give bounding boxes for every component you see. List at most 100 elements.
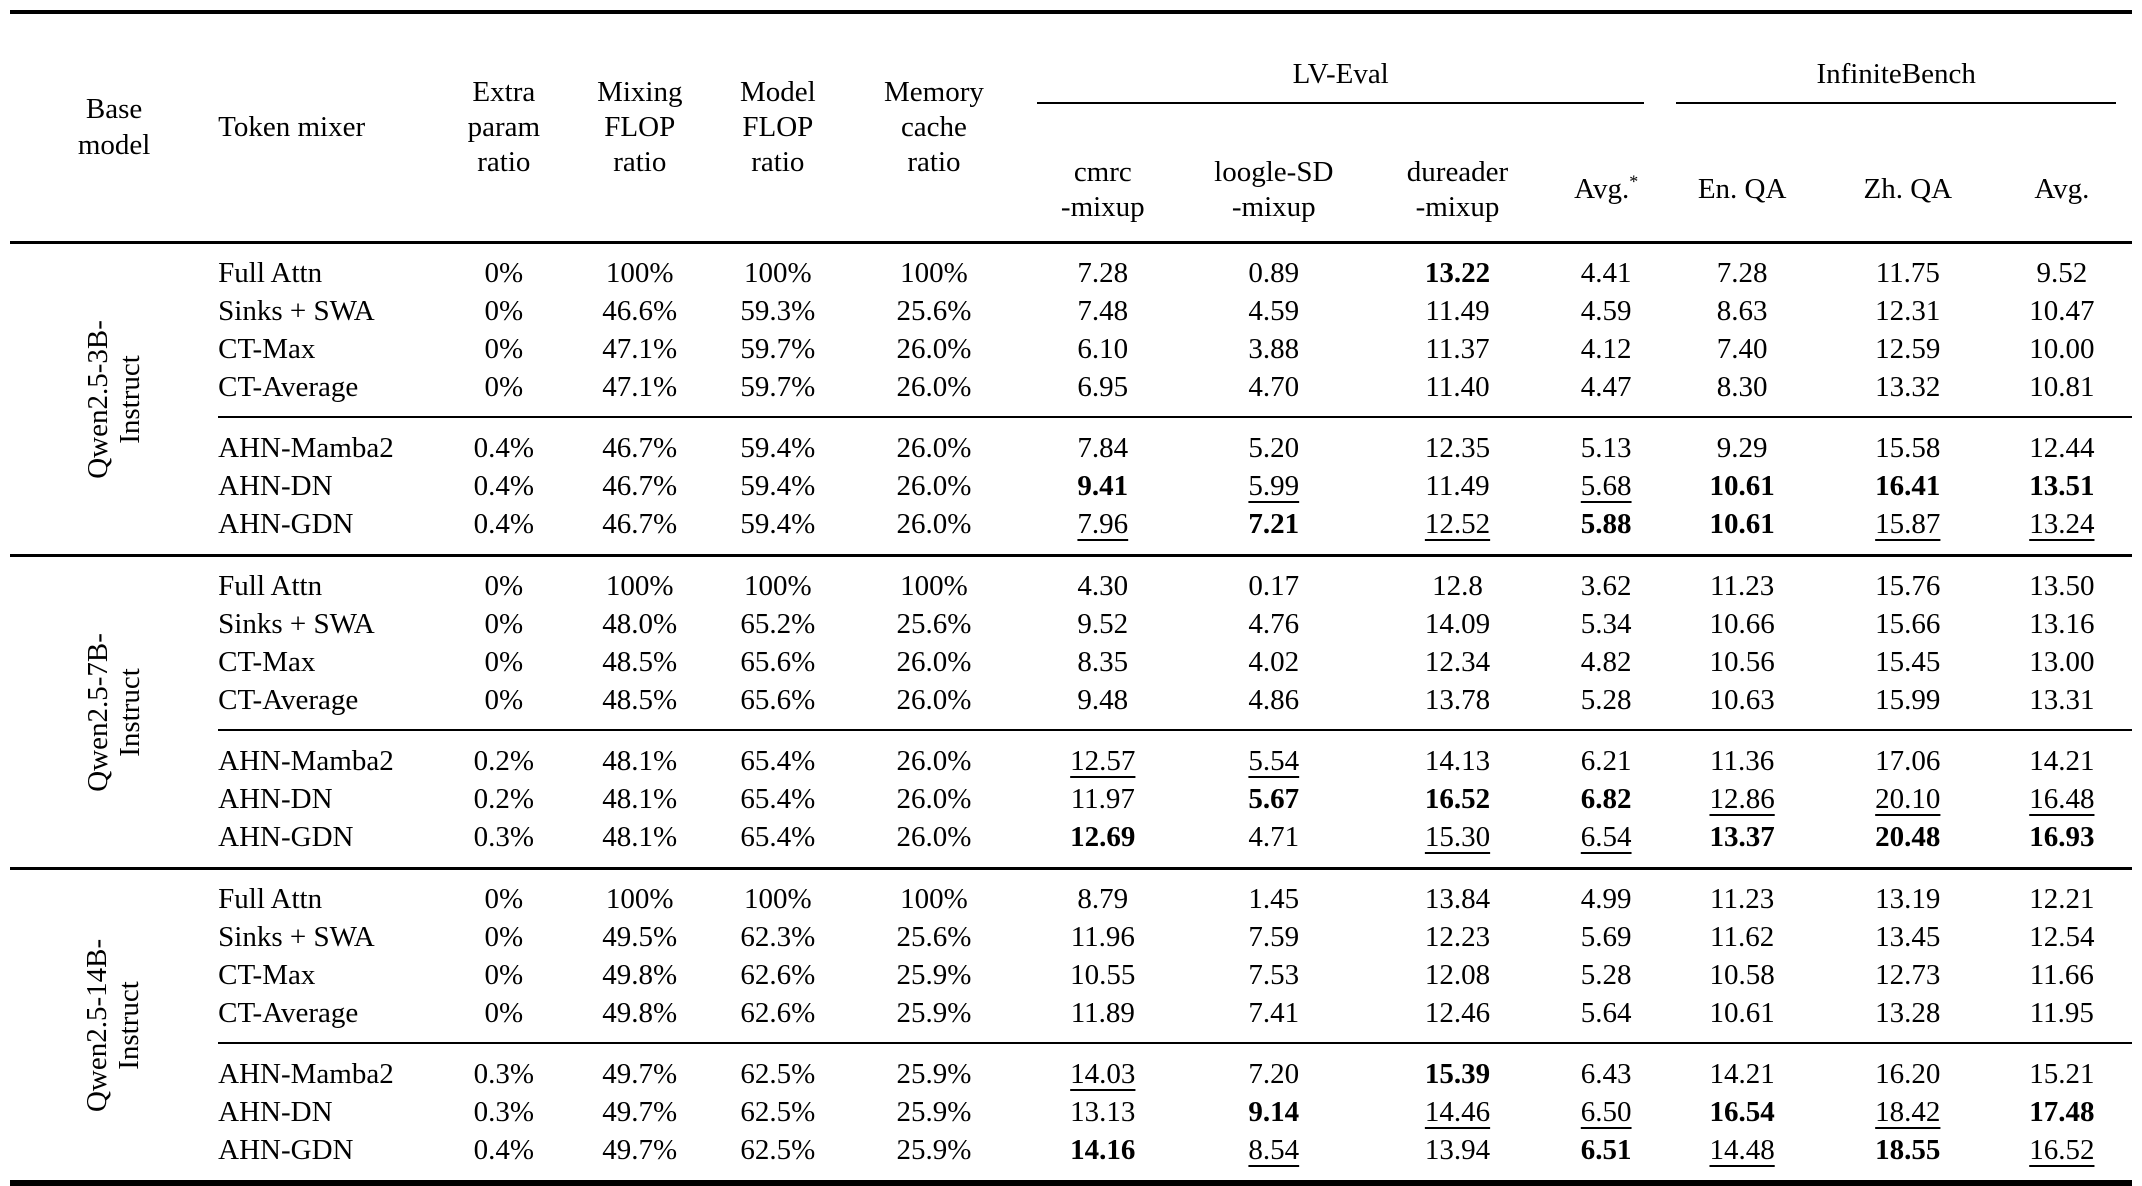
value-cell: 13.22 xyxy=(1424,257,1491,290)
value-cell: 12.08 xyxy=(1424,959,1491,992)
table-row: AHN-DN 0.2% 48.1% 65.4% 26.0% 11.97 5.67 16.52 6… xyxy=(10,780,2132,818)
value-cell: 25.6% xyxy=(896,295,972,328)
value-cell: 26.0% xyxy=(896,783,972,816)
token-mixer-cell: AHN-Mamba2 xyxy=(218,416,437,468)
value-cell: 11.97 xyxy=(1070,783,1135,816)
value-cell: 7.28 xyxy=(1077,257,1129,290)
value-cell: 0.4% xyxy=(436,416,571,468)
value-cell: 100% xyxy=(900,570,968,603)
value-cell: 10.81 xyxy=(2029,371,2095,404)
model-group-1: Qwen2.5-3B- Instruct Full Attn 0% 100% 100% 1… xyxy=(10,243,2132,556)
value-cell: 65.6% xyxy=(740,684,816,717)
value-cell: 15.30 xyxy=(1424,821,1491,854)
table-row: AHN-Mamba2 0.2% 48.1% 65.4% 26.0% 12.57 5.54 14… xyxy=(10,729,2132,781)
value-cell: 15.58 xyxy=(1823,416,1992,468)
table-row: CT-Max 0% 49.8% 62.6% 25.9% 10.55 7.53 12.08 5.2… xyxy=(10,956,2132,994)
value-cell: 4.12 xyxy=(1580,333,1632,366)
value-cell: 12.73 xyxy=(1875,959,1941,992)
table-header: Base model Token mixer Extra param ratio… xyxy=(10,12,2132,243)
value-cell: 4.30 xyxy=(1077,570,1129,603)
value-cell: 100% xyxy=(900,257,968,290)
value-cell: 13.00 xyxy=(2029,646,2095,679)
value-cell: 0% xyxy=(484,921,524,954)
value-cell: 12.52 xyxy=(1424,508,1491,541)
value-cell: 4.71 xyxy=(1248,821,1300,854)
table-row: AHN-DN 0.4% 46.7% 59.4% 26.0% 9.41 5.99 11.49 5.… xyxy=(10,467,2132,505)
value-cell: 5.28 xyxy=(1580,684,1632,717)
value-cell: 25.9% xyxy=(896,997,972,1030)
value-cell: 9.48 xyxy=(1077,684,1129,717)
value-cell: 14.03 xyxy=(1021,1042,1185,1094)
token-mixer-cell: AHN-DN xyxy=(218,470,333,503)
token-mixer-cell: CT-Average xyxy=(218,371,359,404)
token-mixer-cell: AHN-GDN xyxy=(218,1134,354,1167)
value-cell: 25.6% xyxy=(896,608,972,641)
table-row: AHN-Mamba2 0.4% 46.7% 59.4% 26.0% 7.84 5.20 12.… xyxy=(10,416,2132,468)
value-cell: 47.1% xyxy=(602,371,678,404)
value-cell: 12.21 xyxy=(2029,883,2095,916)
value-cell: 62.5% xyxy=(740,1134,816,1167)
value-cell: 16.93 xyxy=(2029,821,2095,854)
header-model-flop-ratio: Model FLOP ratio xyxy=(739,75,816,179)
value-cell: 5.13 xyxy=(1552,416,1661,468)
value-cell: 18.55 xyxy=(1875,1134,1941,1167)
value-cell: 14.46 xyxy=(1424,1096,1491,1129)
value-cell: 62.6% xyxy=(740,997,816,1030)
value-cell: 48.5% xyxy=(602,684,678,717)
header-row-columns: cmrc -mixup loogle-SD -mixup dureader -m… xyxy=(10,139,2132,243)
infinitebench-label: InfiniteBench xyxy=(1676,49,2116,104)
value-cell: 12.59 xyxy=(1875,333,1941,366)
value-cell: 0% xyxy=(484,684,524,717)
value-cell: 49.5% xyxy=(602,921,678,954)
value-cell: 12.34 xyxy=(1424,646,1491,679)
value-cell: 4.02 xyxy=(1248,646,1300,679)
value-cell: 26.0% xyxy=(896,333,972,366)
value-cell: 7.48 xyxy=(1077,295,1129,328)
lv-eval-label: LV-Eval xyxy=(1037,49,1645,104)
base-model-label: Qwen2.5-14B- Instruct xyxy=(81,938,147,1112)
value-cell: 0% xyxy=(484,608,524,641)
value-cell: 9.52 xyxy=(1077,608,1129,641)
value-cell: 5.28 xyxy=(1580,959,1632,992)
value-cell: 4.99 xyxy=(1580,883,1632,916)
value-cell: 0% xyxy=(484,257,524,290)
value-cell: 11.37 xyxy=(1425,333,1490,366)
value-cell: 3.62 xyxy=(1580,570,1632,603)
value-cell: 0% xyxy=(484,295,524,328)
value-cell: 1.45 xyxy=(1248,883,1300,916)
value-cell: 11.75 xyxy=(1875,257,1940,290)
value-cell: 26.0% xyxy=(896,646,972,679)
value-cell: 4.70 xyxy=(1248,371,1300,404)
token-mixer-cell: Sinks + SWA xyxy=(218,921,375,954)
value-cell: 65.6% xyxy=(740,646,816,679)
value-cell: 10.61 xyxy=(1709,508,1775,541)
value-cell: 0.2% xyxy=(473,783,535,816)
value-cell: 0% xyxy=(484,883,524,916)
value-cell: 0% xyxy=(484,570,524,603)
avg-footnote-marker: * xyxy=(1629,171,1639,192)
value-cell: 12.86 xyxy=(1709,783,1775,816)
value-cell: 20.48 xyxy=(1875,821,1941,854)
value-cell: 26.0% xyxy=(846,729,1022,781)
value-cell: 11.95 xyxy=(2029,997,2094,1030)
value-cell: 6.51 xyxy=(1580,1134,1632,1167)
value-cell: 15.39 xyxy=(1362,1042,1553,1094)
value-cell: 13.24 xyxy=(2029,508,2095,541)
value-cell: 10.58 xyxy=(1709,959,1775,992)
value-cell: 25.9% xyxy=(846,1042,1022,1094)
table-row: CT-Average 0% 47.1% 59.7% 26.0% 6.95 4.70 11.40… xyxy=(10,368,2132,417)
token-mixer-cell: Full Attn xyxy=(218,883,323,916)
value-cell: 13.94 xyxy=(1424,1134,1491,1167)
value-cell: 6.50 xyxy=(1580,1096,1632,1129)
table-row: AHN-DN 0.3% 49.7% 62.5% 25.9% 13.13 9.14 14.46 6… xyxy=(10,1093,2132,1131)
value-cell: 0% xyxy=(484,371,524,404)
value-cell: 8.63 xyxy=(1716,295,1768,328)
header-extra-param-ratio: Extra param ratio xyxy=(467,75,541,179)
value-cell: 8.30 xyxy=(1716,371,1768,404)
value-cell: 25.9% xyxy=(896,1096,972,1129)
value-cell: 5.99 xyxy=(1248,470,1300,503)
value-cell: 59.4% xyxy=(740,508,816,541)
table-row: Qwen2.5-7B- Instruct Full Attn 0% 100% 100% 1… xyxy=(10,556,2132,791)
value-cell: 0% xyxy=(484,333,524,366)
header-cmrc-mixup: cmrc -mixup xyxy=(1060,155,1145,224)
